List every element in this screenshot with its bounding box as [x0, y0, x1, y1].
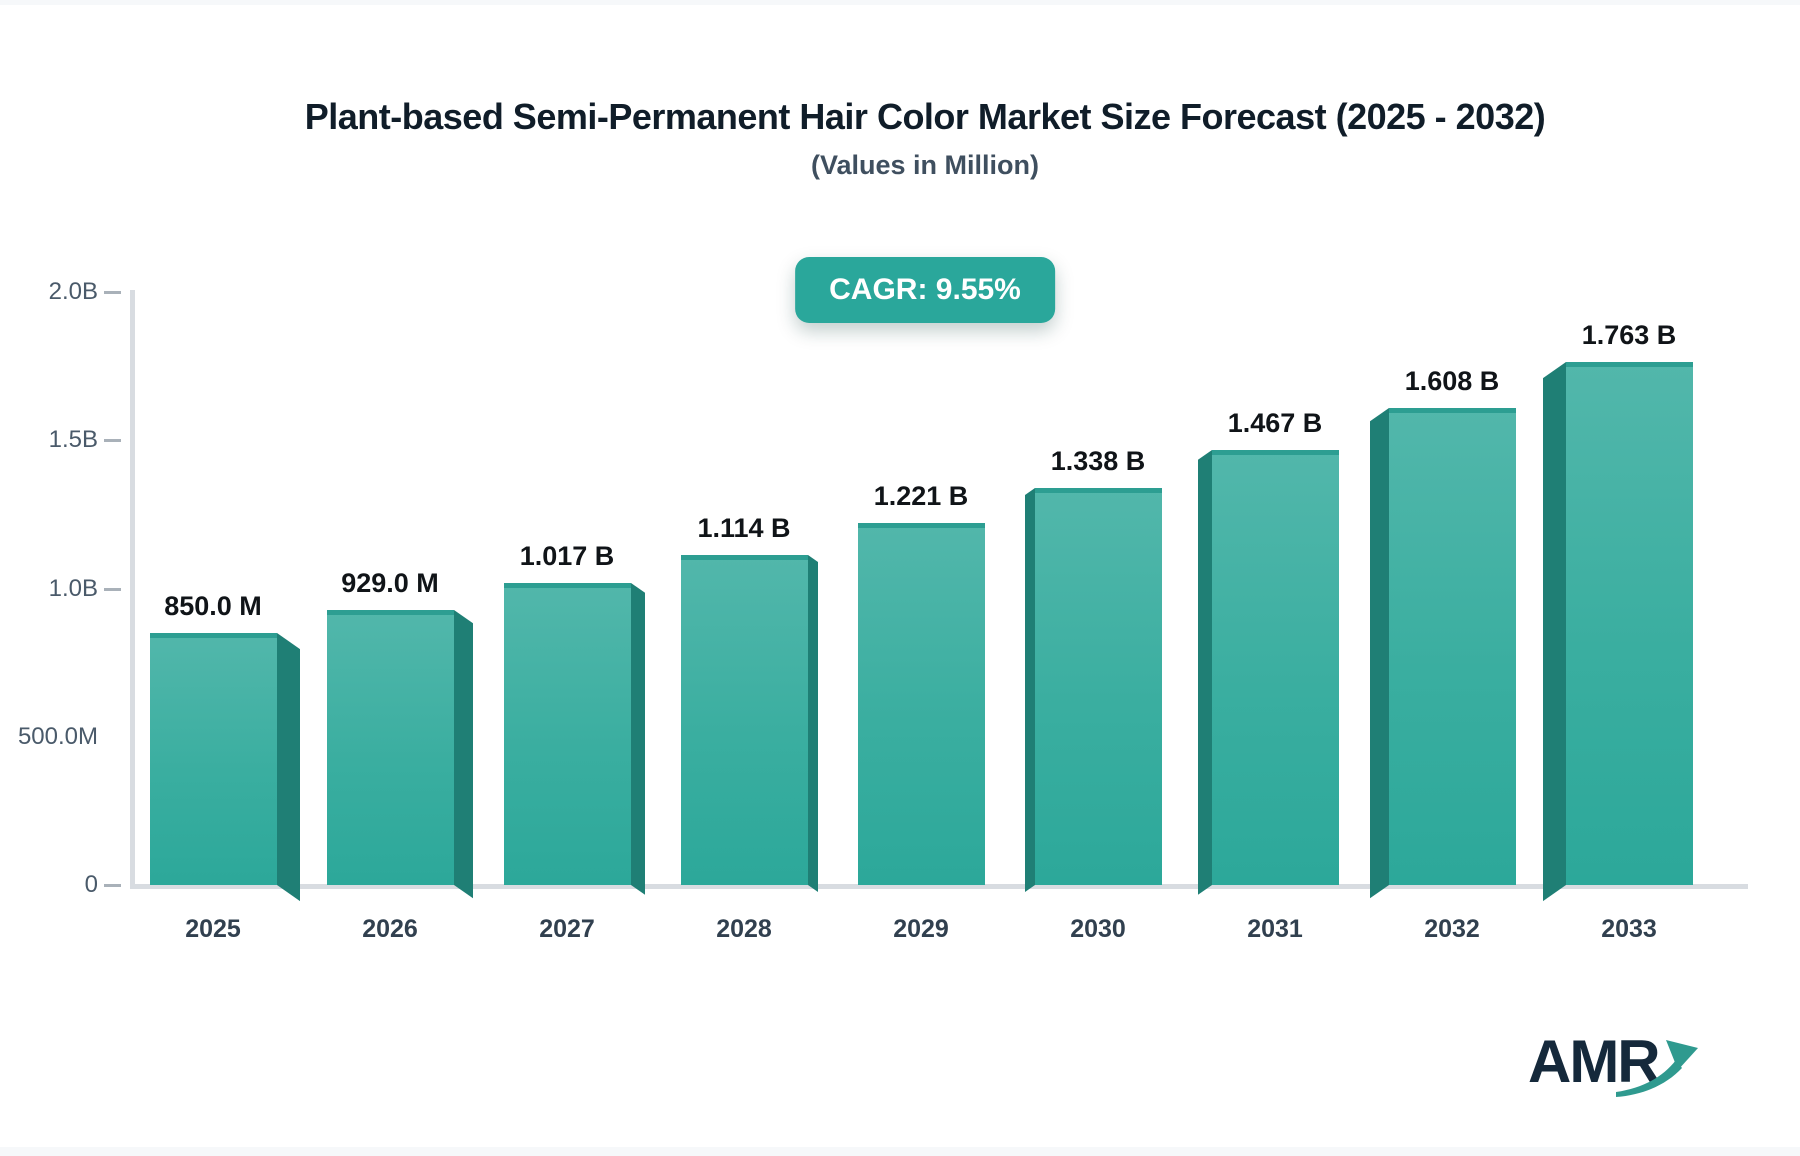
bar-group	[149, 633, 300, 902]
bar-side-face	[1024, 488, 1035, 892]
bar-group	[857, 523, 985, 885]
bar-top-edge	[503, 583, 631, 588]
y-axis-tick-label: 2.0B	[48, 278, 98, 305]
bar-group	[680, 555, 818, 892]
x-axis-year-label: 2032	[1424, 915, 1480, 943]
bar-group	[1024, 488, 1162, 892]
bar-side-face	[1542, 362, 1566, 902]
x-axis-year-label: 2029	[893, 915, 949, 943]
bar-value-label: 1.467 B	[1227, 408, 1323, 438]
y-axis-tick-label: 1.5B	[48, 426, 98, 454]
bar-value-label: 1.338 B	[1050, 446, 1146, 476]
bar[interactable]	[1211, 450, 1339, 885]
bar-top-edge	[1388, 408, 1516, 413]
x-axis-year-label: 2025	[185, 915, 241, 943]
bar[interactable]	[1388, 408, 1516, 885]
bar-value-label: 1.114 B	[697, 513, 791, 543]
bar-top-edge	[149, 633, 277, 638]
bar-side-face	[453, 610, 473, 899]
y-axis-tick-mark	[104, 884, 121, 887]
bar-value-label: 850.0 M	[164, 591, 262, 621]
y-axis-tick-mark	[104, 439, 121, 443]
chart-subtitle: (Values in Million)	[810, 150, 1040, 180]
bar-group	[503, 583, 645, 895]
bar-group	[1369, 408, 1516, 899]
bar[interactable]	[503, 583, 631, 885]
bar-top-edge	[1211, 450, 1339, 455]
bar-side-face	[276, 633, 300, 902]
x-axis-year-label: 2027	[539, 915, 595, 943]
bar-group	[1542, 362, 1693, 902]
chart-title: Plant-based Semi-Permanent Hair Color Ma…	[304, 96, 1546, 137]
bar-value-label: 1.221 B	[873, 481, 969, 511]
y-axis-tick-label: 0	[84, 871, 98, 898]
y-axis-tick-mark	[104, 291, 121, 294]
growth-arrow-icon	[1616, 1040, 1698, 1097]
bar-top-edge	[680, 555, 808, 560]
bar-side-face	[1369, 408, 1389, 899]
x-axis-year-label: 2026	[362, 915, 418, 943]
amr-logo: AMR	[1528, 1032, 1708, 1102]
y-axis-tick-mark	[104, 587, 121, 591]
bar-value-label: 1.763 B	[1581, 320, 1677, 350]
amr-logo-text: AMR	[1528, 1028, 1661, 1095]
x-axis-year-label: 2030	[1070, 915, 1126, 943]
bar-top-edge	[1565, 362, 1693, 367]
bar-group	[1197, 450, 1339, 895]
y-axis-line	[130, 290, 135, 889]
bar[interactable]	[680, 555, 808, 885]
y-axis-tick-label: 1.0B	[48, 574, 98, 602]
bar-value-label: 929.0 M	[341, 568, 439, 598]
bar-value-label: 1.017 B	[519, 541, 615, 571]
x-axis-year-label: 2031	[1247, 915, 1303, 943]
x-axis-line	[130, 884, 1748, 889]
bottom-border-strip	[0, 1147, 1800, 1156]
bar-side-face	[630, 583, 645, 895]
bar-value-label: 1.608 B	[1404, 366, 1500, 396]
bar-side-face	[1197, 450, 1212, 895]
bar[interactable]	[1034, 488, 1162, 885]
bar-group	[326, 610, 473, 899]
bar[interactable]	[326, 610, 454, 885]
cagr-badge: CAGR: 9.55%	[795, 257, 1055, 323]
y-axis-tick-label: 500.0M	[17, 722, 98, 750]
x-axis-year-label: 2028	[716, 915, 772, 943]
bar[interactable]	[1565, 362, 1693, 885]
x-axis-year-label: 2033	[1601, 915, 1657, 943]
bar[interactable]	[857, 523, 985, 885]
top-border-strip	[0, 0, 1800, 5]
bar[interactable]	[149, 633, 277, 885]
bar-top-edge	[326, 610, 454, 615]
bar-top-edge	[1034, 488, 1162, 493]
bar-side-face	[807, 555, 818, 892]
bar-top-edge	[857, 523, 985, 528]
